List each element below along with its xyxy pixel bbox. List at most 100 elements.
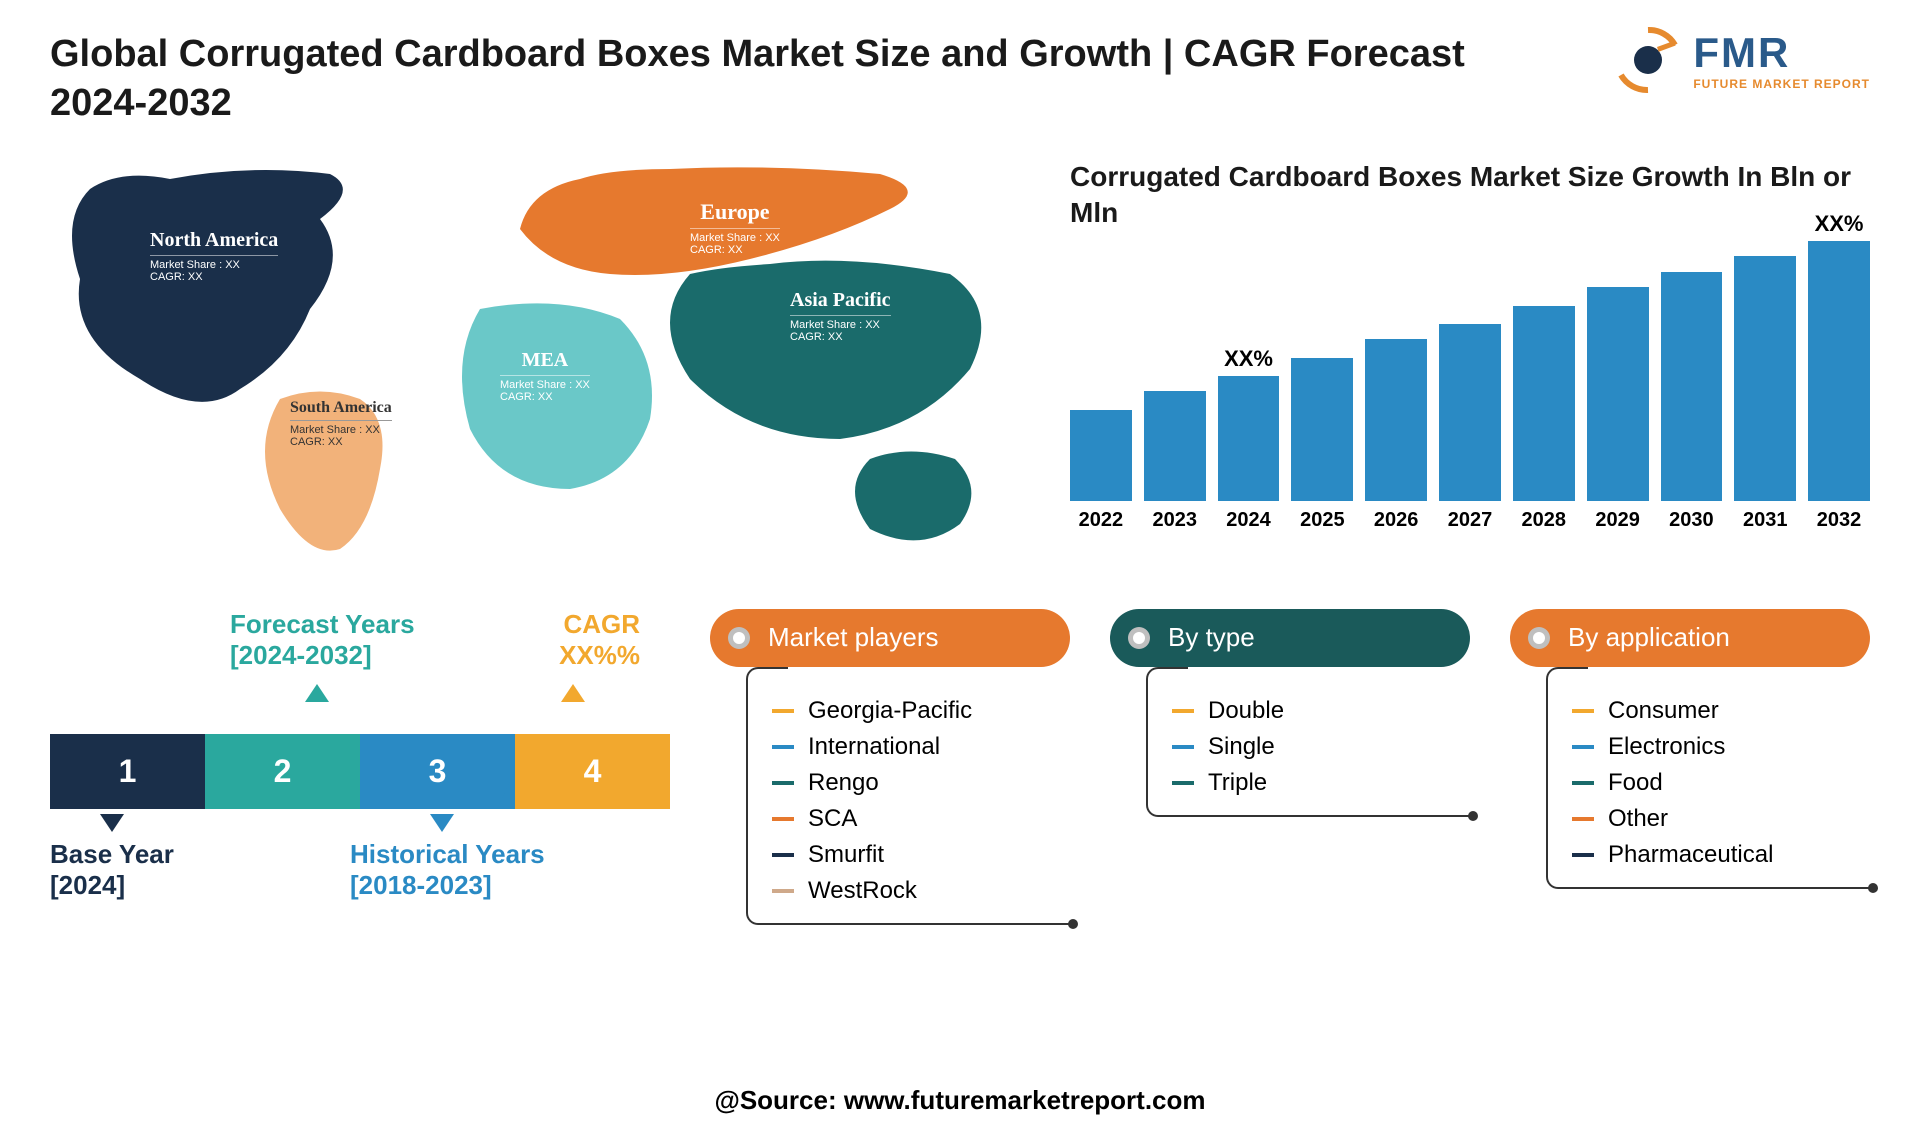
bar-year-label: 2022 (1079, 509, 1124, 532)
list-item-label: International (808, 733, 940, 761)
logo-subtitle: FUTURE MARKET REPORT (1693, 77, 1870, 91)
tick-icon (772, 709, 794, 713)
bar-year-label: 2025 (1300, 509, 1345, 532)
dot-icon (1128, 627, 1150, 649)
bar-2029: 2029 (1587, 287, 1649, 531)
timeline-infographic: Forecast Years [2024-2032] CAGR XX%% 123… (50, 609, 670, 925)
list-item-label: Electronics (1608, 733, 1725, 761)
region-name: MEA (500, 349, 590, 372)
bar-2022: 2022 (1070, 410, 1132, 532)
list-item-label: Smurfit (808, 841, 884, 869)
list-item: Double (1172, 693, 1470, 729)
bracket: Double Single Triple (1146, 679, 1470, 817)
source-attribution: @Source: www.futuremarketreport.com (0, 1085, 1920, 1116)
timeline-segment-3: 3 (360, 734, 515, 809)
list-item-label: Georgia-Pacific (808, 697, 972, 725)
tick-icon (1572, 745, 1594, 749)
list-item: Rengo (772, 765, 1070, 801)
tick-icon (1572, 817, 1594, 821)
bar-year-label: 2028 (1522, 509, 1567, 532)
bar-rect (1218, 376, 1280, 501)
dot-icon (1528, 627, 1550, 649)
category-title: Market players (768, 622, 939, 653)
category-pill: Market players (710, 609, 1070, 667)
list-item-label: Pharmaceutical (1608, 841, 1773, 869)
historical-years-label: Historical Years [2018-2023] (350, 839, 545, 901)
bar-2030: 2030 (1661, 272, 1723, 532)
bracket: ConsumerElectronicsFoodOtherPharmaceutic… (1546, 679, 1870, 889)
category-title: By application (1568, 622, 1730, 653)
list-item-label: SCA (808, 805, 857, 833)
bar-rect (1365, 339, 1427, 500)
bar-2026: 2026 (1365, 339, 1427, 531)
base-year-label: Base Year [2024] (50, 839, 174, 901)
list-item: Triple (1172, 765, 1470, 801)
category-title: By type (1168, 622, 1255, 653)
list-item: Smurfit (772, 837, 1070, 873)
list-item-label: Double (1208, 697, 1284, 725)
bar-annotation: XX% (1224, 346, 1273, 372)
tick-icon (772, 817, 794, 821)
bar-rect (1439, 324, 1501, 501)
bar-year-label: 2029 (1595, 509, 1640, 532)
list-item-label: Single (1208, 733, 1275, 761)
region-share: Market Share : XX (290, 420, 392, 436)
list-item: WestRock (772, 873, 1070, 909)
bar-2023: 2023 (1144, 391, 1206, 531)
region-name: South America (290, 399, 392, 417)
region-cagr: CAGR: XX (290, 436, 392, 448)
tick-icon (772, 889, 794, 893)
logo-icon (1613, 25, 1683, 95)
bar-rect (1513, 306, 1575, 501)
cagr-label: CAGR XX%% (559, 609, 640, 671)
region-north-america: North AmericaMarket Share : XXCAGR: XX (150, 229, 278, 283)
bar-2025: 2025 (1291, 358, 1353, 532)
region-name: Europe (690, 199, 780, 225)
bar-year-label: 2031 (1743, 509, 1788, 532)
tick-icon (772, 781, 794, 785)
bar-rect (1661, 272, 1723, 501)
bar-rect (1808, 241, 1870, 501)
tick-icon (1572, 781, 1594, 785)
list-item: Electronics (1572, 729, 1870, 765)
tick-icon (1172, 709, 1194, 713)
tick-icon (1572, 853, 1594, 857)
list-item-label: Rengo (808, 769, 879, 797)
timeline-segment-2: 2 (205, 734, 360, 809)
chart-title: Corrugated Cardboard Boxes Market Size G… (1070, 159, 1870, 232)
bar-rect (1587, 287, 1649, 500)
category-pill: By type (1110, 609, 1470, 667)
world-map: North AmericaMarket Share : XXCAGR: XXSo… (50, 159, 1030, 569)
bar-2032: XX%2032 (1808, 241, 1870, 532)
category-market-players: Market players Georgia-Pacific Internation… (710, 609, 1070, 925)
tick-icon (1572, 709, 1594, 713)
list-item: Other (1572, 801, 1870, 837)
tick-icon (1172, 745, 1194, 749)
page-title: Global Corrugated Cardboard Boxes Market… (50, 30, 1550, 129)
category-pill: By application (1510, 609, 1870, 667)
dot-icon (728, 627, 750, 649)
forecast-years-label: Forecast Years [2024-2032] (230, 609, 415, 671)
arrow-up-icon (305, 684, 329, 702)
region-name: Asia Pacific (790, 289, 891, 312)
list-item: Pharmaceutical (1572, 837, 1870, 873)
timeline-segment-4: 4 (515, 734, 670, 809)
bar-year-label: 2032 (1817, 509, 1862, 532)
list-item-label: WestRock (808, 877, 917, 905)
bar-year-label: 2027 (1448, 509, 1493, 532)
fmr-logo: FMR FUTURE MARKET REPORT (1613, 25, 1870, 95)
region-share: Market Share : XX (150, 255, 278, 271)
region-name: North America (150, 229, 278, 252)
logo-text: FMR (1693, 29, 1870, 77)
region-cagr: CAGR: XX (690, 244, 780, 256)
tick-icon (772, 745, 794, 749)
region-share: Market Share : XX (500, 375, 590, 391)
bar-annotation: XX% (1815, 211, 1864, 237)
bar-rect (1070, 410, 1132, 501)
list-item: Single (1172, 729, 1470, 765)
bar-2031: 2031 (1734, 256, 1796, 531)
list-item: Consumer (1572, 693, 1870, 729)
region-cagr: CAGR: XX (790, 331, 891, 343)
tick-icon (772, 853, 794, 857)
bracket: Georgia-Pacific International Rengo SCA Smur… (746, 679, 1070, 925)
